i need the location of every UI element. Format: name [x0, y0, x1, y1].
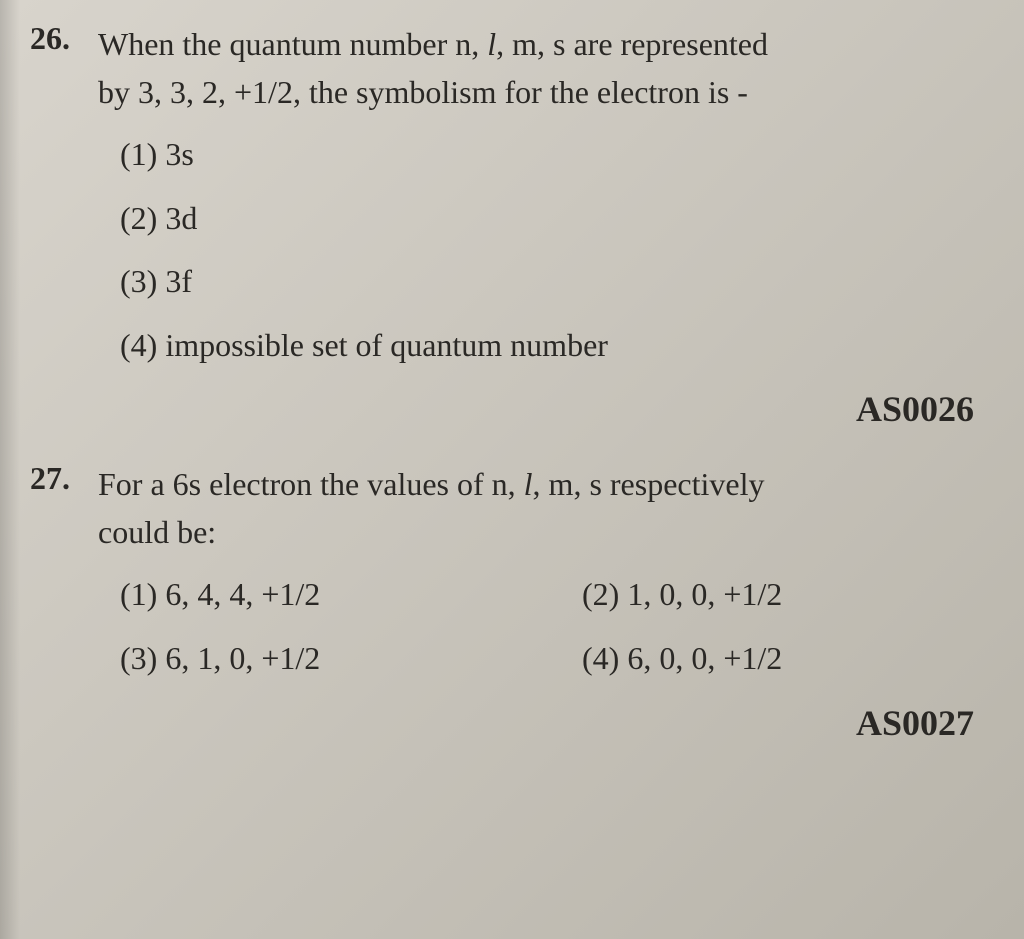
question-number: 26. — [30, 20, 80, 57]
option-row-2: (3) 6, 1, 0, +1/2 (4) 6, 0, 0, +1/2 — [120, 638, 984, 680]
question-text: For a 6s electron the values of n, l, m,… — [98, 460, 984, 556]
question-text-line2: by 3, 3, 2, +1/2, the symbolism for the … — [98, 74, 748, 110]
option-3: (3) 6, 1, 0, +1/2 — [120, 638, 522, 680]
question-number: 27. — [30, 460, 80, 497]
question-27: 27. For a 6s electron the values of n, l… — [30, 460, 984, 743]
question-code: AS0027 — [30, 702, 984, 744]
option-1: (1) 3s — [120, 134, 984, 176]
question-text: When the quantum number n, l, m, s are r… — [98, 20, 984, 116]
page-shadow — [0, 0, 20, 939]
question-27-header: 27. For a 6s electron the values of n, l… — [30, 460, 984, 556]
option-2: (2) 1, 0, 0, +1/2 — [522, 574, 984, 616]
question-27-options: (1) 6, 4, 4, +1/2 (2) 1, 0, 0, +1/2 (3) … — [120, 574, 984, 679]
question-26: 26. When the quantum number n, l, m, s a… — [30, 20, 984, 430]
page-content: 26. When the quantum number n, l, m, s a… — [30, 20, 984, 744]
option-row-1: (1) 6, 4, 4, +1/2 (2) 1, 0, 0, +1/2 — [120, 574, 984, 616]
question-26-options: (1) 3s (2) 3d (3) 3f (4) impossible set … — [120, 134, 984, 366]
option-1: (1) 6, 4, 4, +1/2 — [120, 574, 522, 616]
question-text-line2: could be: — [98, 514, 216, 550]
option-4: (4) impossible set of quantum number — [120, 325, 984, 367]
question-text-line1: When the quantum number n, l, m, s are r… — [98, 26, 768, 62]
option-4: (4) 6, 0, 0, +1/2 — [522, 638, 984, 680]
question-code: AS0026 — [30, 388, 984, 430]
option-3: (3) 3f — [120, 261, 984, 303]
question-26-header: 26. When the quantum number n, l, m, s a… — [30, 20, 984, 116]
question-text-line1: For a 6s electron the values of n, l, m,… — [98, 466, 764, 502]
option-2: (2) 3d — [120, 198, 984, 240]
